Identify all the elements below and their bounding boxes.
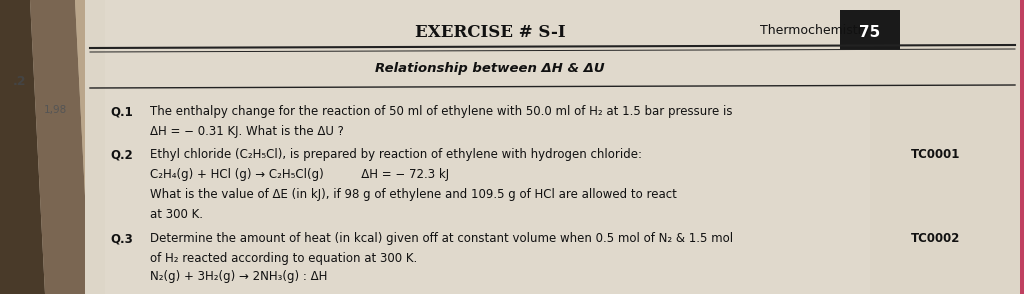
Text: TC0001: TC0001: [910, 148, 961, 161]
Text: N₂(g) + 3H₂(g) → 2NH₃(g) : ΔH: N₂(g) + 3H₂(g) → 2NH₃(g) : ΔH: [150, 270, 328, 283]
Text: C₂H₄(g) + HCl (g) → C₂H₅Cl(g)          ΔH = − 72.3 kJ: C₂H₄(g) + HCl (g) → C₂H₅Cl(g) ΔH = − 72.…: [150, 168, 450, 181]
Text: EXERCISE # S-I: EXERCISE # S-I: [415, 24, 565, 41]
Polygon shape: [840, 10, 900, 50]
Text: Thermochemistry: Thermochemistry: [760, 24, 870, 36]
Text: Ethyl chloride (C₂H₅Cl), is prepared by reaction of ethylene with hydrogen chlor: Ethyl chloride (C₂H₅Cl), is prepared by …: [150, 148, 642, 161]
Text: 75: 75: [859, 24, 881, 39]
Polygon shape: [105, 0, 870, 294]
Text: ΔH = − 0.31 KJ. What is the ΔU ?: ΔH = − 0.31 KJ. What is the ΔU ?: [150, 125, 344, 138]
Polygon shape: [800, 0, 1024, 294]
Text: of H₂ reacted according to equation at 300 K.: of H₂ reacted according to equation at 3…: [150, 252, 417, 265]
Text: Q.1: Q.1: [110, 105, 133, 118]
Text: .2: .2: [13, 75, 27, 88]
Text: TC0002: TC0002: [910, 232, 961, 245]
Text: Q.2: Q.2: [110, 148, 133, 161]
Text: The enthalpy change for the reaction of 50 ml of ethylene with 50.0 ml of H₂ at : The enthalpy change for the reaction of …: [150, 105, 732, 118]
Text: What is the value of ΔE (in kJ), if 98 g of ethylene and 109.5 g of HCl are allo: What is the value of ΔE (in kJ), if 98 g…: [150, 188, 677, 201]
Polygon shape: [0, 0, 45, 294]
Polygon shape: [30, 0, 90, 294]
Text: Relationship between ΔH & ΔU: Relationship between ΔH & ΔU: [375, 61, 605, 74]
Polygon shape: [75, 0, 115, 294]
Text: 1,98: 1,98: [43, 105, 67, 115]
Text: at 300 K.: at 300 K.: [150, 208, 203, 221]
Text: Q.3: Q.3: [110, 232, 133, 245]
Polygon shape: [85, 0, 1020, 294]
Text: Determine the amount of heat (in kcal) given off at constant volume when 0.5 mol: Determine the amount of heat (in kcal) g…: [150, 232, 733, 245]
